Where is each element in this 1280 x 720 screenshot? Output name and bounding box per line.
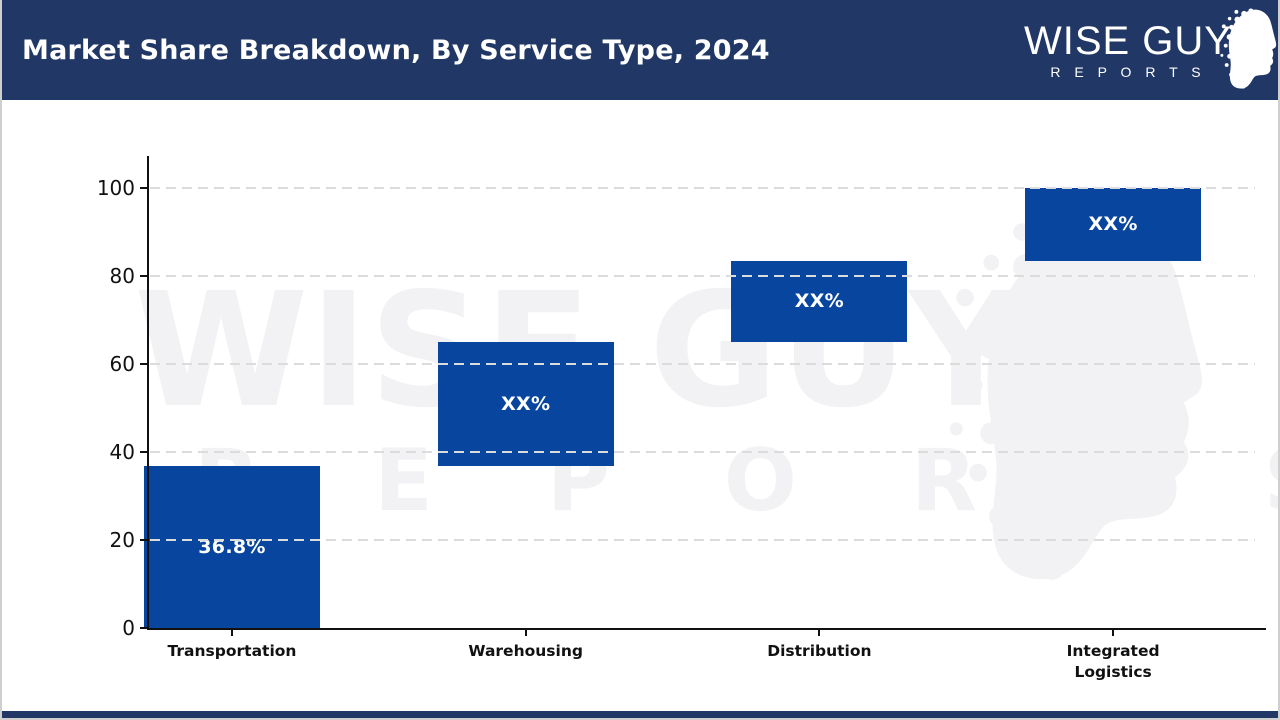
bar-segment: XX% [731,260,908,342]
y-tick-label: 0 [122,616,135,640]
y-tick-mark [140,187,147,189]
bar-value-label: 36.8% [198,536,266,559]
x-tick-mark [818,630,821,636]
bar-value-label: XX% [794,290,845,313]
gridline [150,539,1255,541]
x-category-label: Warehousing [468,642,583,660]
bar-segment: XX% [1025,188,1202,261]
x-tick-mark [1112,630,1115,636]
gridline [150,275,1255,277]
bar-segment: 36.8% [144,466,320,628]
gridline [150,451,1255,453]
y-axis [147,156,149,630]
x-category-label: Transportation [167,642,297,660]
chart-title: Market Share Breakdown, By Service Type,… [22,34,770,66]
x-axis [147,628,1266,630]
gridline [150,363,1255,365]
bar-segment: XX% [437,342,614,467]
bar-value-label: XX% [1088,213,1138,236]
logo-wordmark: WISE GUY [1023,18,1232,63]
x-category-label: Integrated Logistics [1066,642,1160,681]
bar-value-label: XX% [501,393,551,416]
x-tick-mark [231,630,233,636]
x-tick-mark [524,630,527,636]
logo-head-icon [1220,7,1277,89]
y-tick-mark [140,363,147,365]
y-tick-label: 80 [109,264,135,288]
y-tick-label: 20 [109,528,135,552]
footer-bar [2,711,1278,718]
brand-logo: WISE GUY R E P O R T S [1024,7,1278,94]
y-tick-mark [140,275,147,277]
header-bar: Market Share Breakdown, By Service Type,… [2,0,1278,100]
gridline [150,187,1255,189]
logo-subtext: R E P O R T S [1050,63,1206,80]
y-tick-mark [140,539,147,541]
y-tick-label: 40 [109,440,135,464]
y-tick-mark [140,627,147,629]
y-tick-mark [140,451,147,453]
y-tick-label: 60 [109,352,135,376]
y-tick-label: 100 [96,176,135,200]
x-category-label: Distribution [767,642,872,660]
